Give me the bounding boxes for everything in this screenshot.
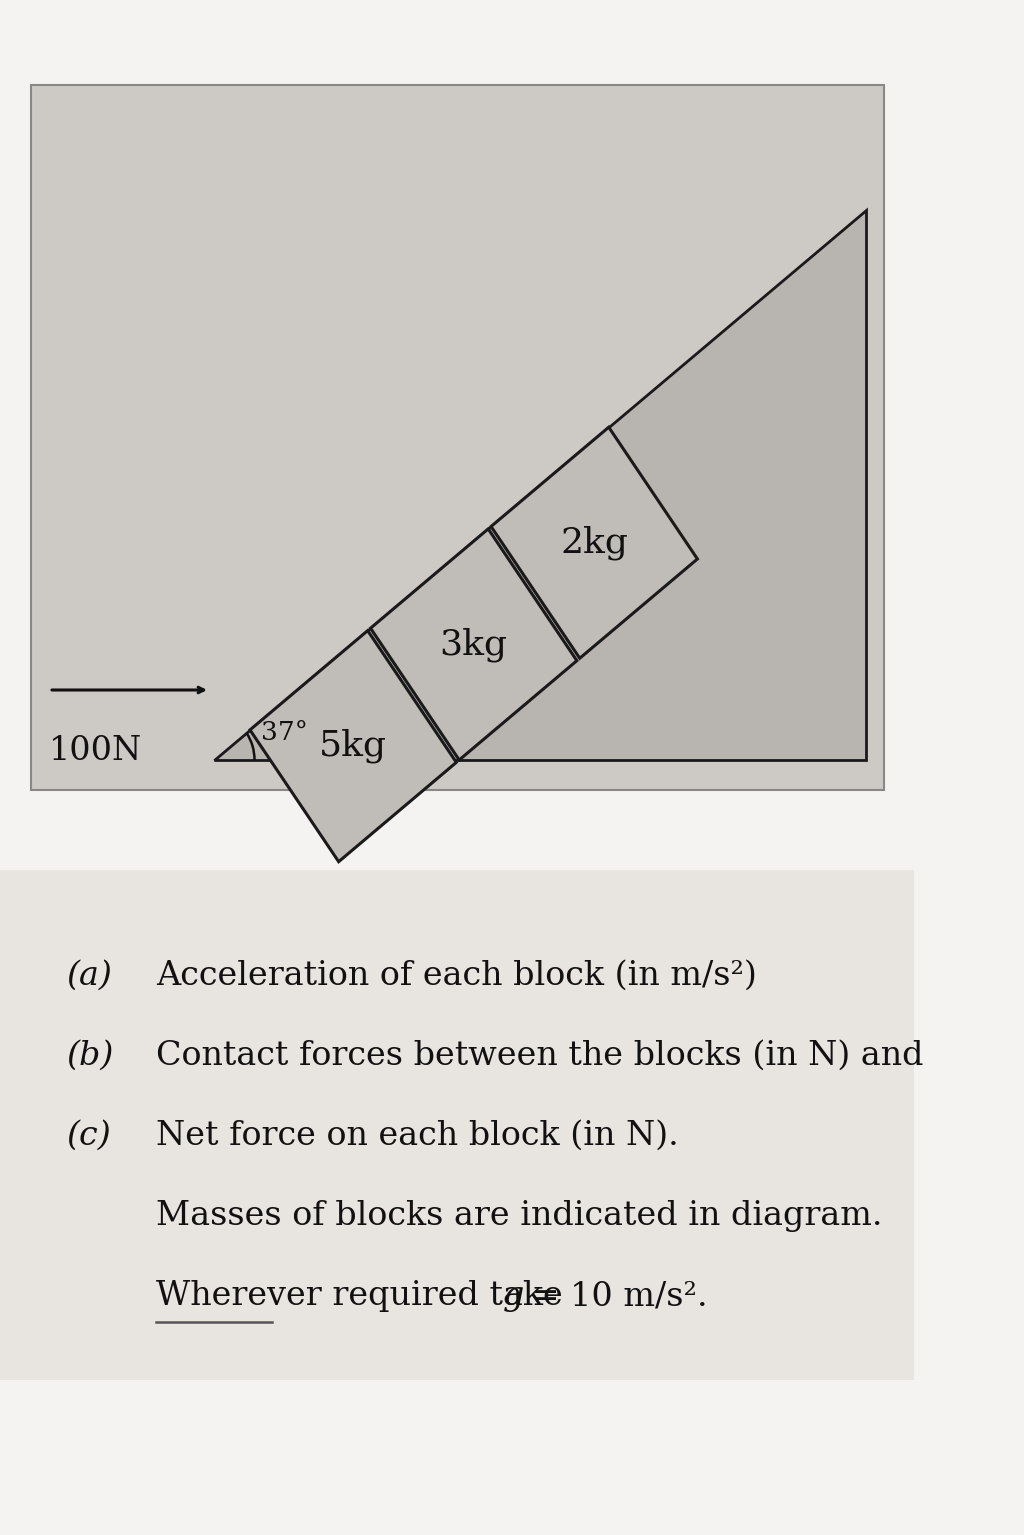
Text: 3kg: 3kg (439, 628, 508, 662)
Text: 5kg: 5kg (319, 729, 387, 763)
Text: 37°: 37° (261, 720, 307, 744)
Polygon shape (371, 530, 577, 760)
Text: = 10 m/s².: = 10 m/s². (520, 1280, 708, 1312)
Text: (c): (c) (67, 1121, 112, 1151)
Text: Wherever required take: Wherever required take (157, 1280, 573, 1312)
Text: Acceleration of each block (in m/s²): Acceleration of each block (in m/s²) (157, 959, 757, 992)
Bar (32, 84, 884, 791)
Text: Net force on each block (in N).: Net force on each block (in N). (157, 1121, 679, 1151)
Text: Masses of blocks are indicated in diagram.: Masses of blocks are indicated in diagra… (157, 1200, 883, 1233)
Text: 100N: 100N (49, 735, 142, 768)
Text: (b): (b) (67, 1041, 115, 1071)
Text: (a): (a) (67, 959, 113, 992)
Text: Contact forces between the blocks (in N) and: Contact forces between the blocks (in N)… (157, 1041, 924, 1071)
Polygon shape (492, 427, 697, 659)
Polygon shape (250, 631, 457, 861)
Polygon shape (214, 210, 866, 760)
Text: 2kg: 2kg (560, 525, 628, 560)
Bar (0, 870, 914, 1380)
Text: g: g (503, 1280, 524, 1312)
